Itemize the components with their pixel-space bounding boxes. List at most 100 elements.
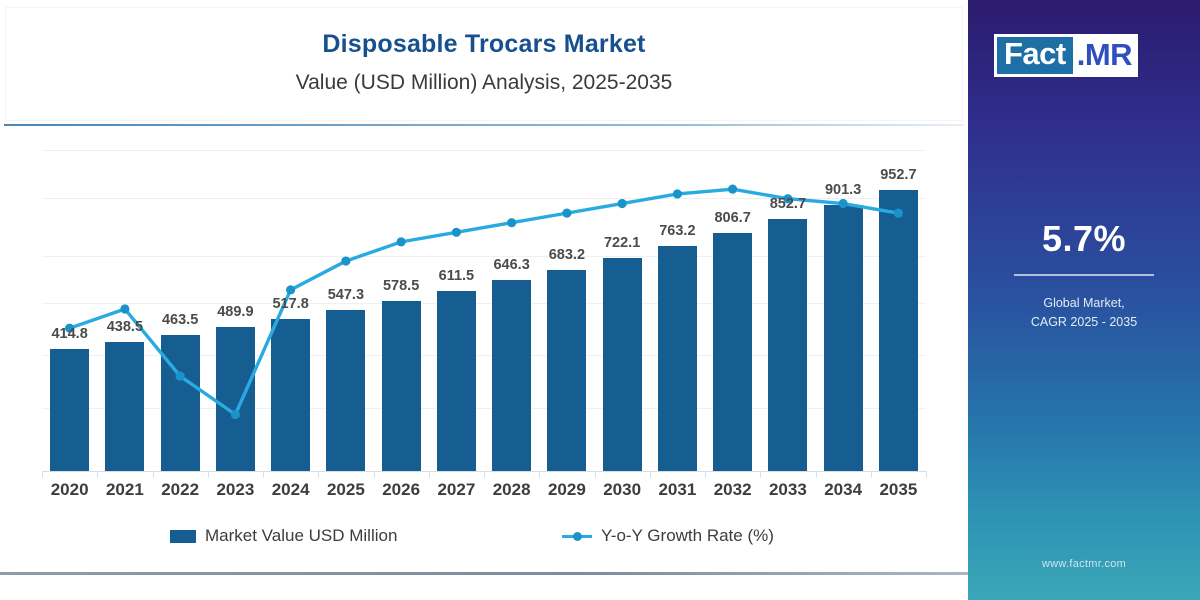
logo-mr-text: .MR [1076,37,1133,72]
bar-2027 [436,290,476,472]
x-axis-label-2031: 2031 [658,480,697,499]
bar-2033 [768,219,808,472]
x-axis-tick [649,471,651,478]
growth-marker-2030 [617,198,627,209]
growth-marker-2026 [396,237,406,247]
x-axis-tick [97,471,99,478]
x-axis-label-2025: 2025 [326,480,365,499]
cagr-value: 5.7% [1041,218,1127,259]
bar-swatch-icon [170,529,196,543]
bar-value-label-2023: 489.9 [217,303,254,320]
gridline [42,303,926,304]
growth-marker-2027 [451,227,461,237]
x-axis-tick [484,471,485,478]
x-axis-tick [760,471,762,478]
page-title: Disposable Trocars Market [322,30,646,58]
bar-value-label-2020: 414.8 [51,326,88,343]
bar-2034 [823,204,863,472]
legend-label-growth-rate: Y-o-Y Growth Rate (%) [601,526,774,545]
bar-value-label-2024: 517.8 [272,295,309,312]
bar-2021 [105,342,145,472]
x-axis-label-2023: 2023 [216,480,255,499]
bar-value-label-2025: 547.3 [327,286,365,303]
bar-value-label-2028: 646.3 [493,257,530,274]
growth-marker-2032 [728,184,738,194]
x-axis-label-2024: 2024 [271,480,310,499]
bar-2031 [657,245,697,472]
legend-item-growth-rate[interactable]: Y-o-Y Growth Rate (%) [562,526,774,546]
growth-marker-2028 [507,218,517,228]
legend-label-market-value: Market Value USD Million [205,526,398,545]
cagr-caption-line1: Global Market, [1043,296,1125,310]
bar-2025 [326,309,366,472]
bar-value-label-2031: 763.2 [659,222,696,239]
growth-marker-2035 [893,208,903,218]
bar-value-label-2027: 611.5 [438,267,475,284]
bar-value-label-2022: 463.5 [161,311,199,328]
x-axis-tick [539,471,541,478]
growth-marker-2031 [672,189,682,199]
gridline [42,150,926,151]
x-axis-label-2032: 2032 [713,480,752,499]
bar-value-label-2021: 438.5 [106,319,144,336]
x-axis-tick [263,471,264,478]
bar-2029 [547,269,587,472]
x-axis-label-2020: 2020 [50,480,89,499]
gridline [42,355,926,356]
x-axis-tick [815,471,817,478]
growth-marker-2033 [783,194,793,204]
cagr-divider [1014,274,1154,276]
x-axis-tick [594,471,596,478]
x-axis-tick [926,471,927,478]
header-divider [4,124,964,126]
bar-value-label-2032: 806.7 [714,209,751,226]
bar-2030 [602,258,642,472]
growth-marker-2023 [230,409,240,420]
x-axis-tick [373,471,375,478]
bar-value-label-2030: 722.1 [603,234,641,251]
x-axis-label-2029: 2029 [547,480,586,499]
x-axis-tick [870,471,872,478]
chart-panel: Disposable Trocars Market Value (USD Mil… [0,8,968,575]
x-axis-label-2021: 2021 [105,480,144,499]
x-axis-label-2027: 2027 [437,480,476,499]
x-axis-tick [318,471,320,478]
x-axis-label-2026: 2026 [382,480,421,499]
cagr-caption-line2: CAGR 2025 - 2035 [1030,314,1138,329]
growth-marker-2029 [562,208,572,218]
bar-2020 [50,349,90,472]
cagr-caption: Global Market, CAGR 2025 - 2035 [968,294,1200,332]
bar-2032 [713,232,753,472]
legend-item-market-value[interactable]: Market Value USD Million [170,526,397,546]
gridline [42,408,926,409]
growth-marker-2025 [341,256,351,266]
gridline [42,256,926,257]
gridline [42,198,926,199]
growth-marker-2021 [120,304,130,314]
plot-area: 414.8 438.5 463.5 489.9 517.8 547.3 578.5 611.5… [42,146,926,472]
website-url: www.factmr.com [1041,558,1127,570]
x-axis-labels: 2020 2021 2022 2023 2024 2025 2026 2027 2028 2029… [42,480,926,510]
chart-header: Disposable Trocars Market Value (USD Mil… [6,8,962,120]
x-axis-label-2034: 2034 [824,480,863,499]
x-axis-label-2035: 2035 [879,480,918,499]
chart-legend: Market Value USD Million Y-o-Y Growth Ra… [42,524,926,558]
x-axis-tick [152,471,154,478]
sidebar-content: Fact .MR 5.7% Global Market, CAGR 2025 -… [968,6,1200,594]
panel-bottom-divider [0,572,968,575]
x-axis-tick [207,471,209,478]
logo-fact-text: Fact [997,37,1073,74]
bar-2024 [271,318,311,472]
x-axis-label-2022: 2022 [161,480,200,499]
line-swatch-icon [562,530,592,543]
brand-sidebar: Fact .MR 5.7% Global Market, CAGR 2025 -… [968,0,1200,600]
x-axis-label-2028: 2028 [492,480,531,499]
bar-value-label-2026: 578.5 [382,277,420,294]
factmr-logo[interactable]: Fact .MR [994,34,1139,77]
bar-2035 [878,189,918,472]
bar-2022 [160,334,200,472]
bar-value-label-2029: 683.2 [548,246,586,263]
growth-marker-2022 [175,371,185,381]
growth-marker-2034 [838,198,848,209]
